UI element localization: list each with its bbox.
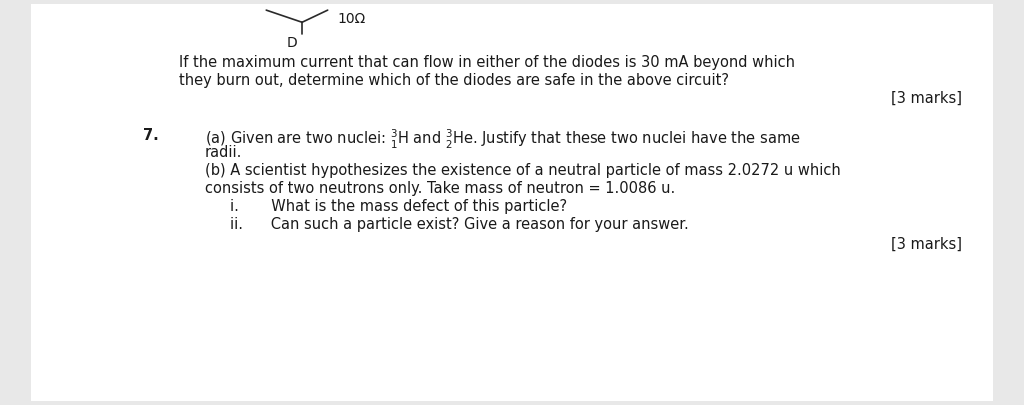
- Text: i.       What is the mass defect of this particle?: i. What is the mass defect of this parti…: [230, 199, 567, 214]
- Text: consists of two neutrons only. Take mass of neutron = 1.0086 u.: consists of two neutrons only. Take mass…: [205, 181, 675, 196]
- Text: [3 marks]: [3 marks]: [891, 237, 962, 252]
- Text: radii.: radii.: [205, 145, 242, 160]
- Text: ii.      Can such a particle exist? Give a reason for your answer.: ii. Can such a particle exist? Give a re…: [230, 217, 689, 232]
- Text: 10Ω: 10Ω: [338, 12, 367, 26]
- FancyBboxPatch shape: [31, 4, 993, 401]
- Text: they burn out, determine which of the diodes are safe in the above circuit?: they burn out, determine which of the di…: [179, 73, 729, 88]
- Text: D: D: [287, 36, 297, 50]
- Text: 7.: 7.: [143, 128, 159, 143]
- Text: [3 marks]: [3 marks]: [891, 91, 962, 106]
- Text: (a) Given are two nuclei: $\mathregular{^{3}_{1}}$H and $\mathregular{^{3}_{2}}$: (a) Given are two nuclei: $\mathregular{…: [205, 128, 801, 151]
- Text: (b) A scientist hypothesizes the existence of a neutral particle of mass 2.0272 : (b) A scientist hypothesizes the existen…: [205, 163, 841, 178]
- Text: If the maximum current that can flow in either of the diodes is 30 mA beyond whi: If the maximum current that can flow in …: [179, 55, 796, 70]
